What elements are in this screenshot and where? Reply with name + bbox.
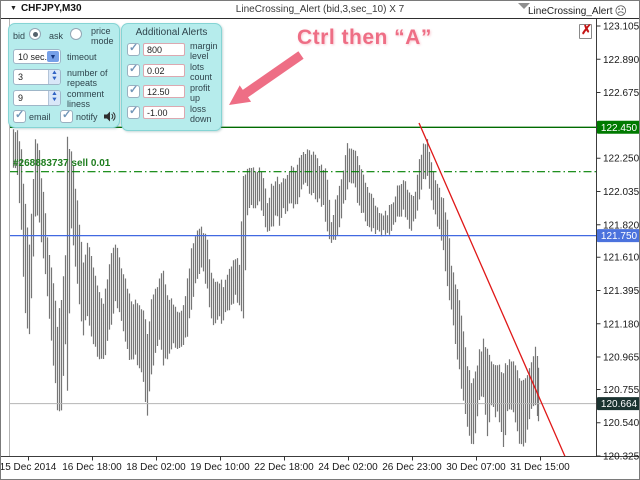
profit-up-input[interactable] bbox=[143, 85, 185, 98]
bid-label: bid bbox=[13, 31, 26, 41]
check-icon: ✓ bbox=[129, 42, 139, 54]
comment-spin-buttons[interactable]: ▲ ▼ bbox=[48, 91, 60, 105]
lots-count-checkbox[interactable]: ✓ bbox=[127, 63, 140, 77]
red-x-icon: ✗ bbox=[581, 22, 592, 37]
svg-text:122.890: 122.890 bbox=[603, 55, 640, 66]
margin-level-label: margin level bbox=[190, 41, 218, 62]
svg-text:30 Dec 07:00: 30 Dec 07:00 bbox=[446, 462, 506, 473]
repeats-spin-buttons[interactable]: ▲ ▼ bbox=[48, 70, 60, 84]
bid-radio[interactable] bbox=[29, 28, 41, 40]
comment-lines-stepper[interactable]: 9 ▲ ▼ bbox=[13, 90, 61, 106]
svg-text:18 Dec 02:00: 18 Dec 02:00 bbox=[126, 462, 186, 473]
svg-text:122.675: 122.675 bbox=[603, 88, 640, 99]
margin-level-input[interactable] bbox=[143, 43, 185, 56]
repeats-label: number of repeats bbox=[67, 68, 108, 89]
indicator-status-text: LineCrossing_Alert (bid,3,sec_10) X 7 bbox=[235, 4, 405, 15]
profit-up-label: profit up bbox=[190, 83, 211, 104]
lots-count-input[interactable] bbox=[143, 64, 185, 77]
email-checkbox[interactable]: ✓ bbox=[13, 109, 26, 123]
notify-label: notify bbox=[76, 112, 98, 122]
svg-text:120.755: 120.755 bbox=[603, 385, 640, 396]
additional-alerts-panel: Additional Alerts ✓ margin level ✓ lots … bbox=[121, 23, 222, 131]
notify-checkbox[interactable]: ✓ bbox=[60, 109, 73, 123]
chevron-down-icon: ▼ bbox=[49, 54, 57, 61]
check-icon: ✓ bbox=[129, 63, 139, 75]
title-bar: ▼ CHFJPY,M30 LineCrossing_Alert (bid,3,se… bbox=[1, 1, 639, 19]
spin-up-icon[interactable]: ▲ bbox=[50, 70, 59, 76]
svg-text:121.395: 121.395 bbox=[603, 286, 640, 297]
svg-text:121.180: 121.180 bbox=[603, 319, 640, 330]
svg-text:121.750: 121.750 bbox=[601, 231, 638, 242]
order-label: #268883737 sell 0.01 bbox=[13, 158, 111, 169]
svg-text:24 Dec 02:00: 24 Dec 02:00 bbox=[318, 462, 378, 473]
lots-count-label: lots count bbox=[190, 62, 213, 83]
chart-shift-marker-icon[interactable] bbox=[518, 3, 530, 9]
svg-text:19 Dec 10:00: 19 Dec 10:00 bbox=[190, 462, 250, 473]
symbol-title: ▼ CHFJPY,M30 bbox=[10, 3, 82, 14]
profit-up-checkbox[interactable]: ✓ bbox=[127, 84, 140, 98]
svg-text:120.664: 120.664 bbox=[601, 399, 638, 410]
svg-text:120.965: 120.965 bbox=[603, 353, 640, 364]
delete-indicator-icon[interactable]: ✗ bbox=[579, 22, 592, 39]
svg-text:122.250: 122.250 bbox=[603, 154, 640, 165]
loss-down-input[interactable] bbox=[143, 106, 185, 119]
svg-text:120.540: 120.540 bbox=[603, 418, 640, 429]
repeats-stepper[interactable]: 3 ▲ ▼ bbox=[13, 69, 61, 85]
svg-text:31 Dec 15:00: 31 Dec 15:00 bbox=[510, 462, 570, 473]
svg-text:16 Dec 18:00: 16 Dec 18:00 bbox=[62, 462, 122, 473]
loss-down-label: loss down bbox=[190, 104, 212, 125]
spin-up-icon[interactable]: ▲ bbox=[50, 91, 59, 97]
svg-text:122.035: 122.035 bbox=[603, 187, 640, 198]
timeout-label: timeout bbox=[67, 52, 97, 62]
symbol-label: CHFJPY,M30 bbox=[20, 3, 82, 14]
speaker-icon[interactable] bbox=[103, 110, 116, 123]
sad-face-icon[interactable]: ☹ bbox=[614, 4, 627, 18]
ask-label: ask bbox=[49, 31, 64, 41]
email-label: email bbox=[29, 112, 51, 122]
svg-text:26 Dec 23:00: 26 Dec 23:00 bbox=[382, 462, 442, 473]
svg-text:120.325: 120.325 bbox=[603, 452, 640, 463]
check-icon: ✓ bbox=[129, 84, 139, 96]
loss-down-checkbox[interactable]: ✓ bbox=[127, 105, 140, 119]
svg-text:122.450: 122.450 bbox=[601, 123, 638, 134]
ask-radio[interactable] bbox=[70, 28, 82, 40]
svg-text:22 Dec 18:00: 22 Dec 18:00 bbox=[254, 462, 314, 473]
symbol-dropdown-icon[interactable]: ▼ bbox=[10, 5, 17, 12]
svg-text:121.610: 121.610 bbox=[603, 253, 640, 264]
svg-text:123.105: 123.105 bbox=[603, 21, 640, 32]
price-mode-label: price mode bbox=[91, 26, 114, 47]
additional-alerts-title: Additional Alerts bbox=[135, 27, 208, 38]
check-icon: ✓ bbox=[15, 109, 25, 121]
spin-down-icon[interactable]: ▼ bbox=[50, 97, 59, 103]
check-icon: ✓ bbox=[129, 105, 139, 117]
check-icon: ✓ bbox=[62, 109, 72, 121]
margin-level-checkbox[interactable]: ✓ bbox=[127, 42, 140, 56]
alert-settings-panel: bid ask price mode 10 sec. ▼ timeout 3 ▲… bbox=[8, 23, 120, 128]
comment-lines-label: comment liness bbox=[67, 89, 105, 110]
timeout-select[interactable]: 10 sec. ▼ bbox=[13, 49, 61, 64]
timeout-dropdown-button[interactable]: ▼ bbox=[47, 51, 59, 62]
indicator-name: LineCrossing_Alert ☹ bbox=[527, 4, 627, 18]
annotation-text: Ctrl then “A” bbox=[297, 26, 432, 49]
spin-down-icon[interactable]: ▼ bbox=[50, 76, 59, 82]
svg-text:15 Dec 2014: 15 Dec 2014 bbox=[1, 462, 57, 473]
svg-text:121.820: 121.820 bbox=[603, 220, 640, 231]
